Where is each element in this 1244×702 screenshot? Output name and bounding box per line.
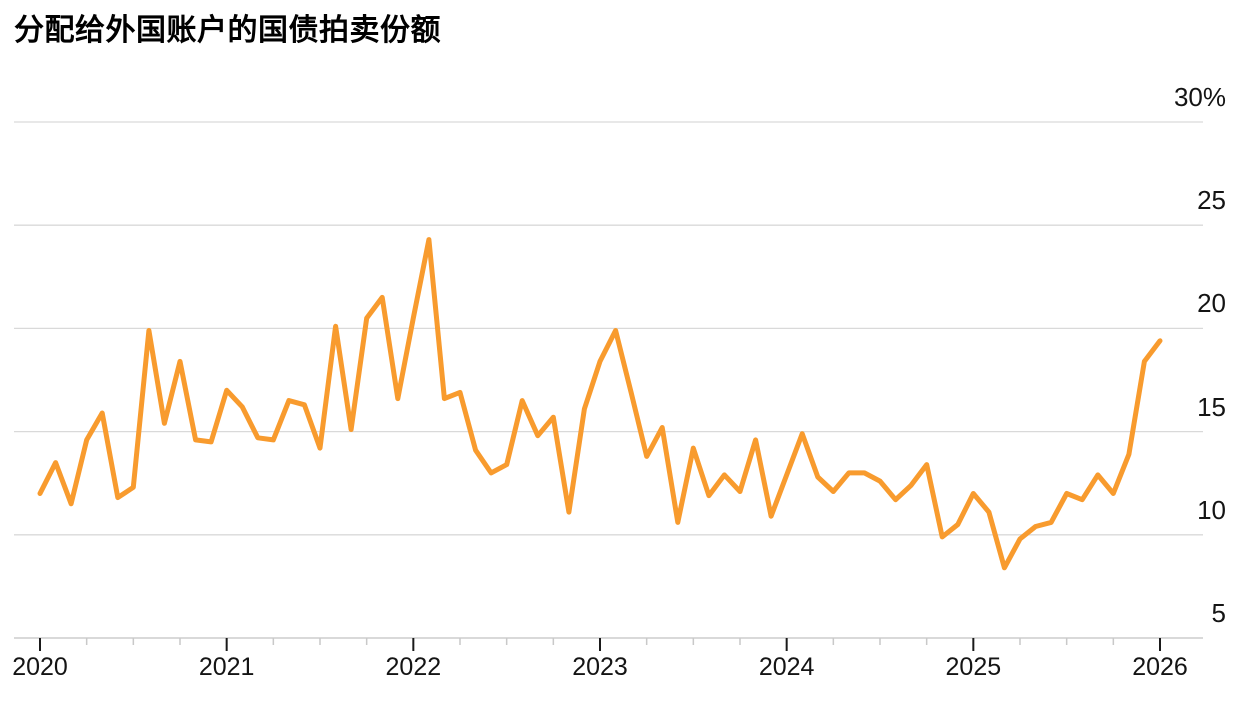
y-axis-label: 5 — [1211, 598, 1226, 628]
x-axis-label: 2025 — [945, 653, 1002, 681]
x-axis-label: 2022 — [385, 653, 442, 681]
x-axis-label: 2020 — [12, 653, 68, 681]
y-axis-label: 25 — [1197, 185, 1226, 216]
x-axis-label: 2026 — [1132, 653, 1188, 681]
x-axis-label: 2023 — [572, 653, 628, 681]
chart-title: 分配给外国账户的国债拍卖份额 — [14, 14, 441, 47]
data-line-foreign-share — [37, 237, 1163, 571]
y-axis-label: 30% — [1173, 82, 1226, 112]
y-axis-label: 10 — [1197, 494, 1226, 525]
y-axis-label: 20 — [1197, 288, 1226, 319]
y-axis-label: 15 — [1197, 391, 1226, 422]
x-axis-label: 2021 — [198, 653, 255, 681]
x-axis-label: 2024 — [758, 653, 815, 681]
